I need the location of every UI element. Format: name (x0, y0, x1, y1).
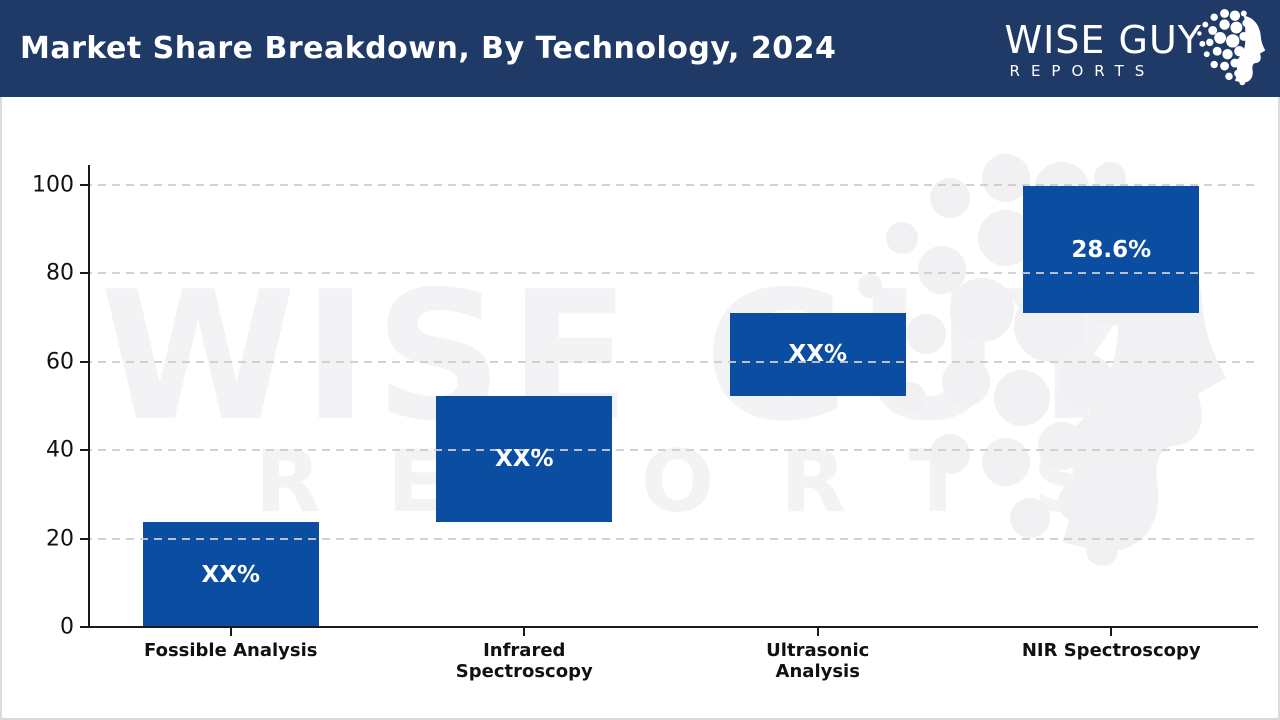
bar-value-label-infrared-spectroscopy: XX% (494, 445, 554, 472)
bar-fossible-analysis (142, 522, 319, 627)
y-tick-label-100: 100 (32, 172, 74, 197)
gridline-20 (84, 537, 1258, 540)
logo-face-icon (1197, 9, 1266, 86)
x-tick-nir-spectroscopy (1110, 628, 1113, 636)
x-tick-ultrasonic-analysis (816, 628, 819, 636)
y-axis-spine (88, 165, 90, 628)
y-tick-20 (80, 537, 89, 540)
y-tick-label-0: 0 (60, 614, 74, 640)
header-bar: Market Share Breakdown, By Technology, 2… (0, 0, 1280, 97)
x-tick-fossible-analysis (229, 628, 232, 636)
chart-title: Market Share Breakdown, By Technology, 2… (20, 31, 837, 66)
gridline-80 (84, 272, 1258, 274)
logo-text: WISE GUY REPORTS (1005, 19, 1202, 80)
y-tick-label-40: 40 (46, 437, 74, 463)
y-tick-label-80: 80 (46, 260, 74, 286)
x-axis-label-nir-spectroscopy: NIR Spectroscopy (1021, 640, 1201, 661)
bar-value-label-ultrasonic-analysis: XX% (788, 341, 848, 368)
bar-value-label-nir-spectroscopy: 28.6% (1071, 236, 1152, 263)
gridline-100 (84, 183, 1258, 186)
x-axis-label-infrared-spectroscopy: Infrared Spectroscopy (455, 640, 593, 682)
wise-guy-reports-logo: WISE GUY REPORTS (1005, 6, 1266, 92)
bar-value-label-fossible-analysis: XX% (201, 561, 261, 588)
y-tick-60 (80, 360, 89, 363)
x-axis-label-fossible-analysis: Fossible Analysis (144, 640, 318, 661)
y-tick-40 (80, 449, 89, 451)
y-tick-100 (80, 183, 89, 186)
y-tick-80 (80, 272, 89, 274)
x-axis-label-ultrasonic-analysis: Ultrasonic Analysis (766, 640, 870, 682)
gridline-60 (84, 360, 1258, 363)
x-axis-spine (83, 626, 1258, 628)
y-tick-label-60: 60 (46, 349, 74, 374)
logo-subtitle: REPORTS (1009, 61, 1156, 80)
y-tick-label-20: 20 (46, 526, 74, 551)
gridline-40 (84, 449, 1258, 451)
logo-wordmark: WISE GUY (1004, 17, 1202, 62)
bar-infrared-spectroscopy (436, 395, 613, 523)
x-tick-infrared-spectroscopy (523, 628, 526, 636)
